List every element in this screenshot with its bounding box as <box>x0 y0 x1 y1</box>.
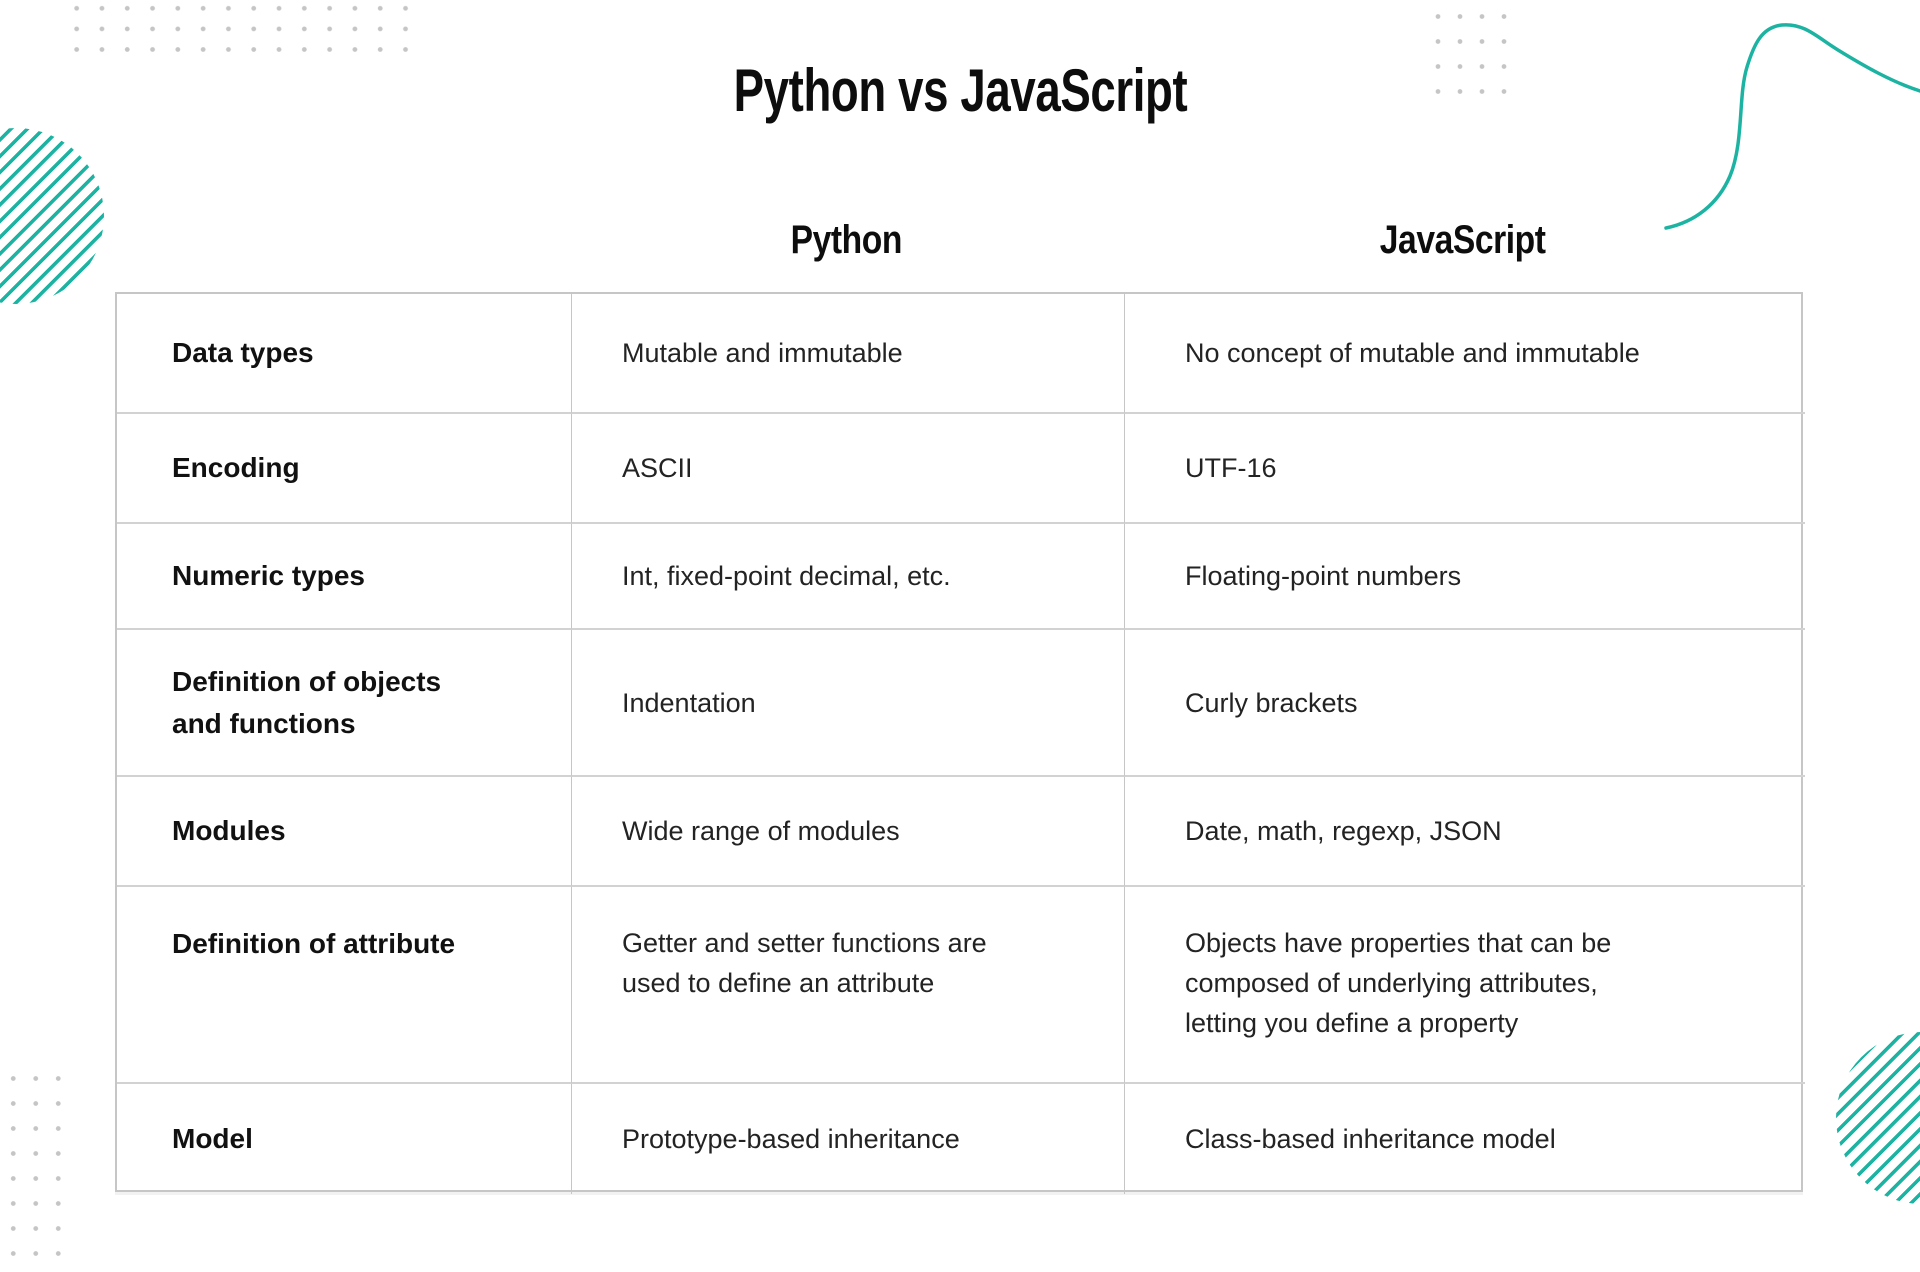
dot-grid-icon <box>2 1066 70 1266</box>
dot-grid-icon <box>1427 4 1517 104</box>
python-cell: Int, fixed-point decimal, etc. <box>572 524 1125 630</box>
dot-grid-icon <box>64 0 420 60</box>
python-cell: Prototype-based inheritance <box>572 1084 1125 1194</box>
row-label: Model <box>117 1084 572 1194</box>
page-title: Python vs JavaScript <box>733 57 1187 124</box>
javascript-cell: Objects have properties that can be comp… <box>1125 887 1805 1084</box>
column-header-python: Python <box>790 218 903 262</box>
javascript-cell: UTF-16 <box>1125 414 1805 524</box>
javascript-cell: Floating-point numbers <box>1125 524 1805 630</box>
row-label: Modules <box>117 777 572 887</box>
row-label: Data types <box>117 294 572 414</box>
python-cell: Mutable and immutable <box>572 294 1125 414</box>
striped-circle-icon <box>0 128 104 304</box>
striped-circle-icon <box>1836 1032 1920 1204</box>
javascript-cell: Class-based inheritance model <box>1185 1124 1556 1154</box>
python-cell: ASCII <box>572 414 1125 524</box>
row-label: Definition of attribute <box>117 887 572 1084</box>
python-cell: Indentation <box>572 630 1125 777</box>
javascript-cell: No concept of mutable and immutable <box>1125 294 1805 414</box>
comparison-table: Data types Mutable and immutable No conc… <box>115 292 1805 1194</box>
column-header-javascript: JavaScript <box>1380 218 1546 262</box>
row-label: Definition of objects and functions <box>117 630 572 777</box>
python-cell: Getter and setter functions are used to … <box>572 887 1125 1084</box>
squiggle-line-icon <box>1664 23 1920 230</box>
javascript-cell: Date, math, regexp, JSON <box>1125 777 1805 887</box>
row-label: Encoding <box>117 414 572 524</box>
python-cell: Wide range of modules <box>572 777 1125 887</box>
row-label: Numeric types <box>117 524 572 630</box>
javascript-cell: Curly brackets <box>1125 630 1805 777</box>
